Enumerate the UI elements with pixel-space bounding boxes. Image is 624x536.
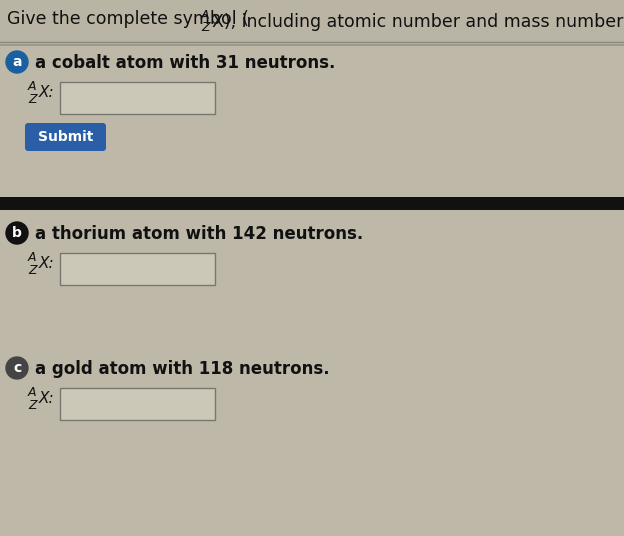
Text: X), including atomic number and mass number, of: X), including atomic number and mass num…: [212, 13, 624, 31]
Text: X:: X:: [39, 85, 55, 100]
Circle shape: [6, 222, 28, 244]
Text: Submit: Submit: [38, 130, 93, 144]
Text: A: A: [28, 80, 36, 93]
Circle shape: [6, 51, 28, 73]
Text: a: a: [12, 55, 22, 69]
Text: a cobalt atom with 31 neutrons.: a cobalt atom with 31 neutrons.: [35, 54, 335, 72]
Text: a thorium atom with 142 neutrons.: a thorium atom with 142 neutrons.: [35, 225, 363, 243]
Text: a gold atom with 118 neutrons.: a gold atom with 118 neutrons.: [35, 360, 329, 378]
Text: X:: X:: [39, 256, 55, 271]
Circle shape: [6, 357, 28, 379]
Text: A: A: [201, 9, 210, 22]
Text: X:: X:: [39, 391, 55, 406]
Text: c: c: [13, 361, 21, 375]
Text: A: A: [28, 386, 36, 399]
Text: Z: Z: [28, 399, 37, 412]
Text: b: b: [12, 226, 22, 240]
Text: Give the complete symbol (: Give the complete symbol (: [7, 10, 249, 28]
Text: Z: Z: [28, 93, 37, 106]
Bar: [60, 253, 215, 285]
Text: Z: Z: [201, 21, 210, 34]
Bar: [0, 0, 624, 42]
Bar: [60, 388, 215, 420]
FancyBboxPatch shape: [25, 123, 106, 151]
Text: Z: Z: [28, 264, 37, 277]
Bar: [60, 82, 215, 114]
Bar: [0, 197, 624, 210]
Text: A: A: [28, 251, 36, 264]
